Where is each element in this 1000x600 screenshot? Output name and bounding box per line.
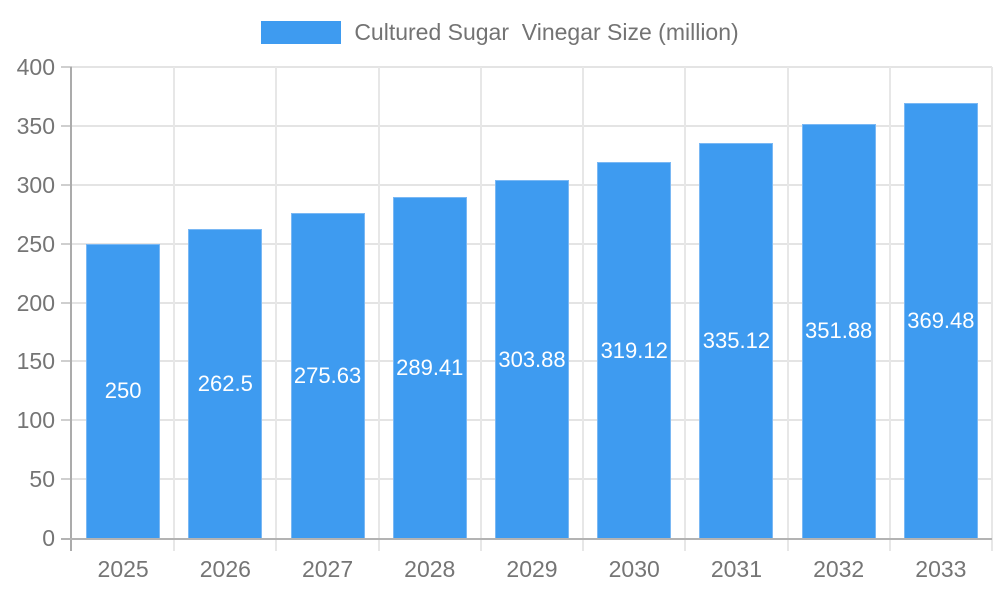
plot-area: 0 50 100 150 200 250 300 350 400 250 2025 262.5 2026… (17, 56, 993, 582)
y-tick (61, 124, 72, 127)
x-axis-tick-label: 2028 (404, 556, 456, 582)
x-axis-tick-label: 2026 (199, 556, 251, 582)
legend-swatch (261, 21, 342, 44)
x-axis-tick-label: 2030 (608, 556, 660, 582)
bar-value-label: 319.12 (600, 337, 668, 363)
y-axis-tick-label: 100 (16, 407, 55, 434)
bar-2033: 369.48 (903, 102, 978, 538)
y-gridline (72, 66, 992, 68)
y-tick (61, 419, 72, 422)
x-axis-tick-label: 2029 (506, 556, 558, 582)
bar-value-label: 289.41 (396, 355, 464, 381)
y-axis-tick-label: 150 (16, 348, 55, 375)
y-axis-tick-label: 250 (16, 230, 55, 257)
bar-2029: 303.88 (495, 180, 569, 538)
bar-value-label: 262.5 (197, 370, 253, 396)
bar-value-label: 303.88 (498, 346, 566, 372)
x-gridline (888, 67, 891, 551)
bar-value-label: 250 (104, 378, 142, 404)
x-gridline (684, 67, 687, 551)
x-gridline (275, 67, 278, 551)
x-gridline (786, 67, 789, 551)
bar-value-label: 335.12 (702, 328, 771, 354)
x-gridline (173, 67, 176, 551)
x-axis-line (61, 538, 992, 540)
bar-2025: 250 (86, 243, 161, 538)
bar-2031: 335.12 (699, 143, 774, 538)
y-axis-tick-label: 200 (16, 289, 55, 316)
y-gridline (72, 124, 992, 127)
bar-2032: 351.88 (801, 123, 876, 538)
bar-value-label: 369.48 (907, 307, 975, 333)
y-tick (61, 66, 72, 68)
bar-2026: 262.5 (188, 228, 263, 538)
bar-value-label: 351.88 (805, 318, 873, 344)
y-tick (61, 301, 72, 304)
x-gridline (991, 67, 993, 551)
bar-2027: 275.63 (290, 213, 365, 538)
bar-2028: 289.41 (392, 197, 467, 538)
x-axis-tick-label: 2027 (301, 556, 354, 582)
legend-label: Cultured Sugar Vinegar Size (million) (354, 19, 739, 45)
y-axis-tick-label: 400 (16, 54, 55, 80)
x-axis-tick-label: 2031 (710, 556, 763, 582)
y-axis-line (70, 67, 72, 551)
y-axis-tick-label: 300 (16, 171, 55, 198)
chart-legend: Cultured Sugar Vinegar Size (million) (0, 19, 1000, 46)
y-axis-tick-label: 350 (16, 112, 55, 139)
y-tick (61, 360, 72, 363)
legend-item[interactable]: Cultured Sugar Vinegar Size (million) (261, 19, 739, 46)
x-gridline (582, 67, 585, 551)
x-axis-tick-label: 2033 (915, 556, 967, 582)
x-gridline (377, 67, 380, 551)
y-tick (61, 242, 72, 245)
y-tick (61, 183, 72, 186)
y-axis-tick-label: 0 (42, 525, 55, 551)
bar-value-label: 275.63 (293, 363, 362, 389)
bar-2030: 319.12 (597, 162, 672, 538)
y-tick (61, 478, 72, 481)
x-axis-tick-label: 2025 (97, 556, 149, 582)
x-axis-tick-label: 2032 (813, 556, 865, 582)
x-gridline (479, 67, 482, 551)
y-axis-tick-label: 50 (29, 466, 55, 493)
